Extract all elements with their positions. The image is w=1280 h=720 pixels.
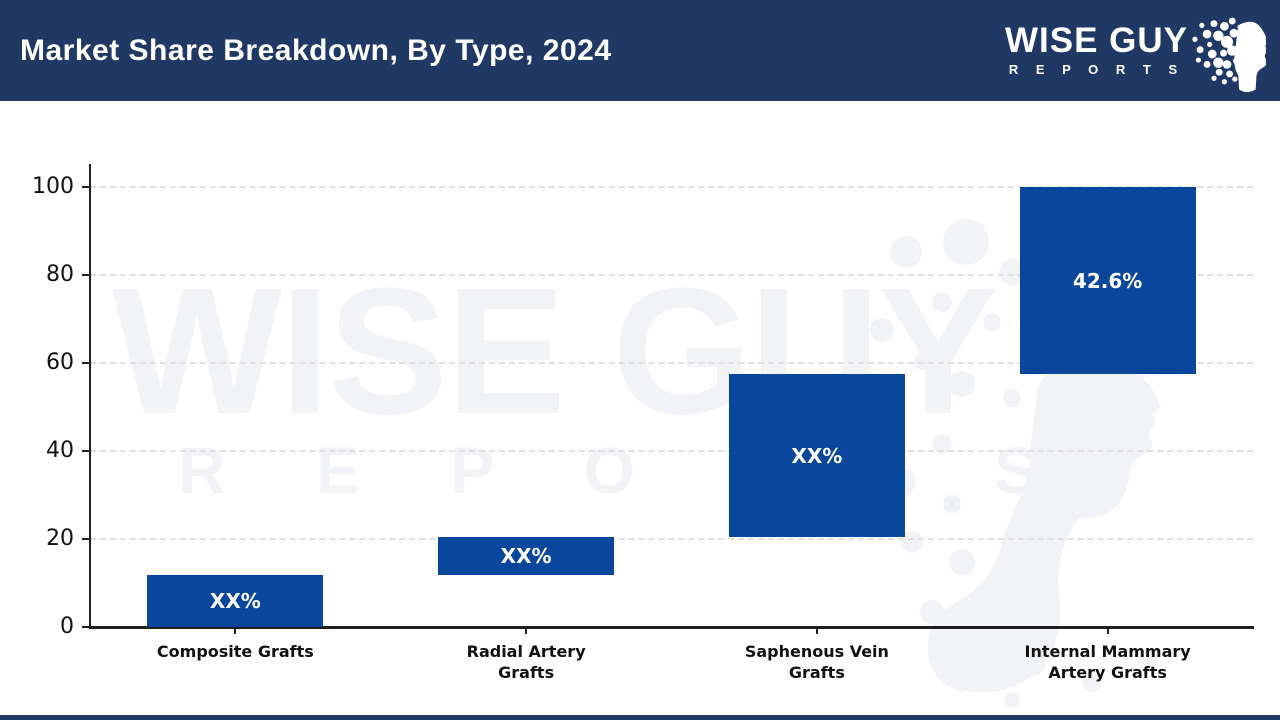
x-tick	[234, 627, 237, 634]
bar-value-label: XX%	[791, 443, 843, 468]
y-tick-label-0: 0	[60, 614, 74, 639]
y-tick-60	[82, 362, 90, 364]
footer-accent-strip	[0, 715, 1280, 720]
gridline-40	[90, 450, 1253, 452]
page-title: Market Share Breakdown, By Type, 2024	[20, 33, 612, 67]
x-tick	[815, 627, 818, 634]
gridline-60	[90, 362, 1253, 364]
category-label: Radial Artery Grafts	[381, 641, 672, 683]
category-label: Saphenous Vein Grafts	[672, 641, 963, 683]
bar-segment: XX%	[438, 537, 615, 576]
bar-segment: XX%	[147, 575, 324, 627]
y-tick-label-100: 100	[32, 174, 74, 199]
category-label-line: Internal Mammary	[1024, 642, 1191, 661]
logo-text: WISE GUY R E P O R T S	[1005, 22, 1188, 80]
gridline-80	[90, 274, 1253, 276]
category-label: Composite Grafts	[90, 641, 381, 662]
wise-guy-reports-logo: WISE GUY R E P O R T S	[1005, 8, 1266, 96]
category-label-line: Composite Grafts	[156, 642, 314, 661]
gridline-20	[90, 538, 1253, 540]
x-axis-line	[89, 626, 1254, 629]
y-tick-label-20: 20	[46, 526, 74, 551]
category-label-line: Radial Artery	[466, 642, 586, 661]
bar-value-label: XX%	[500, 544, 552, 569]
bar-segment: 42.6%	[1019, 187, 1196, 375]
bar-value-label: XX%	[209, 589, 261, 614]
gridline-100	[90, 186, 1253, 188]
logo-reports-text: R E P O R T S	[1008, 62, 1185, 77]
x-tick	[1106, 627, 1109, 634]
category-label-line: Saphenous Vein	[744, 642, 889, 661]
y-tick-80	[82, 274, 90, 276]
logo-face-icon	[1192, 17, 1266, 93]
y-axis-line	[89, 164, 91, 628]
category-label-line: Grafts	[788, 663, 845, 682]
category-label: Internal Mammary Artery Grafts	[962, 641, 1253, 683]
category-label-line: Artery Grafts	[1048, 663, 1167, 682]
y-tick-0	[82, 626, 90, 628]
bar-segment: XX%	[728, 374, 905, 538]
y-tick-label-40: 40	[46, 438, 74, 463]
x-tick	[525, 627, 528, 634]
y-tick-label-80: 80	[46, 262, 74, 287]
logo-wordmark: WISE GUY	[1004, 21, 1188, 60]
y-tick-100	[82, 186, 90, 188]
y-tick-label-60: 60	[46, 350, 74, 375]
y-tick-40	[82, 450, 90, 452]
y-tick-20	[82, 538, 90, 540]
bar-value-label: 42.6%	[1072, 268, 1143, 293]
category-label-line: Grafts	[498, 663, 555, 682]
header-bar: Market Share Breakdown, By Type, 2024 WI…	[0, 0, 1280, 101]
